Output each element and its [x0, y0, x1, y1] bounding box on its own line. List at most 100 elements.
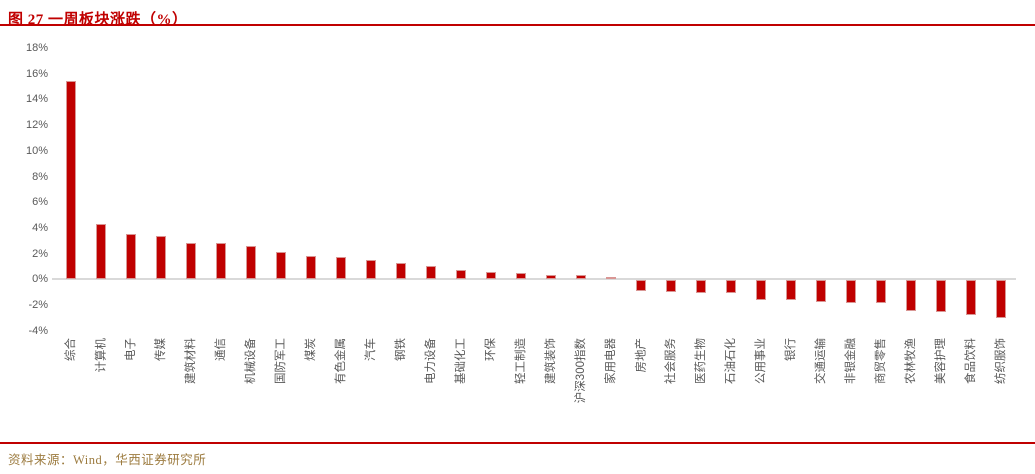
x-axis-label-cell: 基础化工	[446, 338, 476, 430]
bar-slot	[476, 48, 506, 331]
bar-slot	[806, 48, 836, 331]
x-axis-label: 有色金属	[335, 337, 347, 384]
bar-slot	[746, 48, 776, 331]
x-axis-label-cell: 建筑材料	[176, 338, 206, 430]
x-axis-label: 石油石化	[725, 337, 737, 384]
bar-slot	[686, 48, 716, 331]
x-axis-label: 建筑装饰	[545, 337, 557, 384]
y-axis: 18% 16% 14% 12% 10% 8% 6% 4% 2% 0% -2% -4%	[0, 42, 56, 337]
bar-slot	[896, 48, 926, 331]
x-axis-label-cell: 轻工制造	[506, 338, 536, 430]
x-axis-label-cell: 计算机	[86, 338, 116, 430]
x-axis-label-cell: 房地产	[626, 338, 656, 430]
bar-传媒	[156, 235, 166, 280]
bar-农林牧渔	[906, 280, 916, 312]
x-axis-label-cell: 电子	[116, 338, 146, 430]
figure-title: 图 27 一周板块涨跌（%）	[8, 12, 188, 28]
bar-综合	[66, 81, 76, 280]
sector-weekly-change-chart: 18% 16% 14% 12% 10% 8% 6% 4% 2% 0% -2% -4% 综合 计算机 电子传…	[0, 42, 1035, 430]
x-axis-label: 非银金融	[845, 337, 857, 384]
x-axis-label-cell: 公用事业	[746, 338, 776, 430]
bar-公用事业	[756, 280, 766, 300]
bar-通信	[216, 243, 226, 280]
x-axis-label: 轻工制造	[515, 337, 527, 384]
x-axis-label-cell: 综合	[56, 338, 86, 430]
bar-slot	[776, 48, 806, 331]
x-axis-label: 家用电器	[605, 337, 617, 384]
bar-slot	[236, 48, 266, 331]
bar-电子	[126, 234, 136, 280]
bar-slot	[596, 48, 626, 331]
x-axis-label: 食品饮料	[965, 337, 977, 384]
bar-slot	[506, 48, 536, 331]
x-axis-label-cell: 传媒	[146, 338, 176, 430]
x-axis-label: 房地产	[635, 337, 647, 373]
bar-家用电器	[606, 276, 616, 280]
bar-汽车	[366, 260, 376, 280]
plot-area: 18% 16% 14% 12% 10% 8% 6% 4% 2% 0% -2% -4%	[0, 42, 1035, 337]
x-axis-label-cell: 电力设备	[416, 338, 446, 430]
x-axis-label: 传媒	[155, 337, 167, 361]
x-axis-label-cell: 沪深300指数	[566, 338, 596, 430]
x-axis-label-cell: 家用电器	[596, 338, 626, 430]
bar-slot	[206, 48, 236, 331]
bar-美容护理	[936, 280, 946, 313]
x-axis-label-cell: 商贸零售	[866, 338, 896, 430]
bar-slot	[926, 48, 956, 331]
bar-医药生物	[696, 280, 706, 294]
x-axis-label: 基础化工	[455, 337, 467, 384]
bar-slot	[56, 48, 86, 331]
bar-社会服务	[666, 280, 676, 292]
bar-有色金属	[336, 257, 346, 280]
bar-钢铁	[396, 262, 406, 280]
bar-轻工制造	[516, 272, 526, 280]
x-axis-label: 建筑材料	[185, 337, 197, 384]
x-axis-label: 社会服务	[665, 337, 677, 384]
bar-石油石化	[726, 280, 736, 294]
y-tick-label: 10%	[25, 144, 48, 157]
bar-slot	[566, 48, 596, 331]
plot-inner	[52, 48, 1016, 331]
x-axis-label: 计算机	[95, 337, 107, 373]
x-axis-label-cell: 国防军工	[266, 338, 296, 430]
x-axis-label: 沪深300指数	[575, 337, 587, 403]
bar-电力设备	[426, 266, 436, 280]
x-axis-label-cell: 非银金融	[836, 338, 866, 430]
y-tick-label: -2%	[28, 299, 48, 311]
x-axis-label: 机械设备	[245, 337, 257, 384]
bar-机械设备	[246, 245, 256, 280]
x-axis-label: 电子	[125, 337, 137, 361]
y-tick-label: -4%	[28, 324, 48, 337]
x-axis-label: 医药生物	[695, 337, 707, 384]
bar-slot	[86, 48, 116, 331]
y-tick-label: 6%	[32, 196, 48, 209]
x-axis-label-cell: 建筑装饰	[536, 338, 566, 430]
x-axis-label: 纺织服饰	[995, 337, 1007, 384]
x-axis-label-cell: 汽车	[356, 338, 386, 430]
x-axis-label-cell: 银行	[776, 338, 806, 430]
bar-slot	[536, 48, 566, 331]
x-axis-label: 公用事业	[755, 337, 767, 384]
bar-环保	[486, 271, 496, 280]
bar-沪深300指数	[576, 275, 586, 280]
x-axis-label: 煤炭	[305, 337, 317, 361]
x-axis-label-cell: 纺织服饰	[986, 338, 1016, 430]
bar-交通运输	[816, 280, 826, 303]
bar-slot	[266, 48, 296, 331]
bar-slot	[356, 48, 386, 331]
y-tick-label: 2%	[32, 247, 48, 260]
bar-非银金融	[846, 280, 856, 304]
x-axis-label-cell: 食品饮料	[956, 338, 986, 430]
bar-纺织服饰	[996, 280, 1006, 318]
x-axis-label-cell: 钢铁	[386, 338, 416, 430]
bar-slot	[626, 48, 656, 331]
x-axis-label: 环保	[485, 337, 497, 361]
bar-slot	[716, 48, 746, 331]
x-axis-label: 综合	[65, 337, 77, 361]
y-tick-label: 12%	[25, 119, 48, 132]
y-tick-label: 16%	[25, 67, 48, 80]
x-axis-label-cell: 医药生物	[686, 338, 716, 430]
source-note: 资料来源：Wind，华西证券研究所	[8, 452, 207, 467]
bar-slot	[656, 48, 686, 331]
